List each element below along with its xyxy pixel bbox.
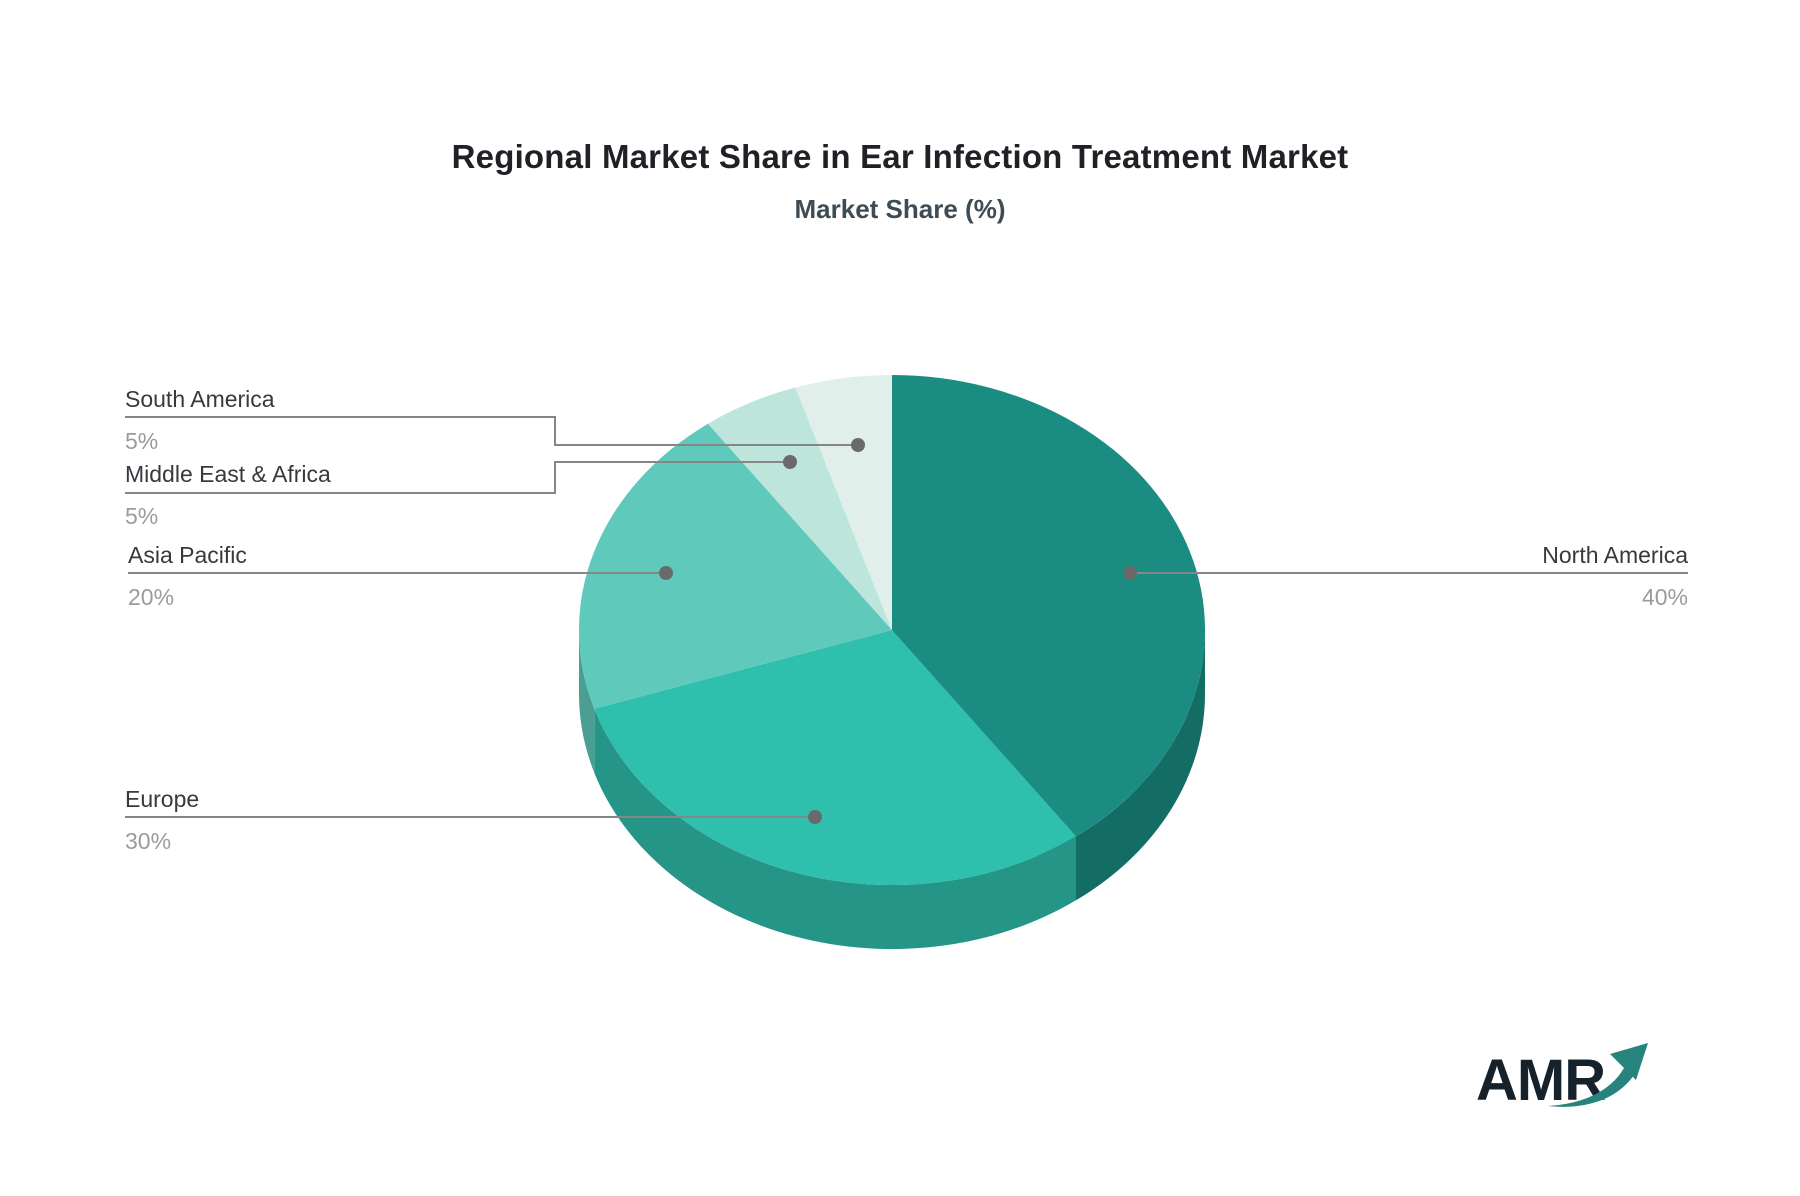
callout-label: South America	[125, 386, 275, 412]
callout-label: Middle East & Africa	[125, 461, 331, 487]
pie-slice-middle-east-africa[interactable]	[708, 387, 892, 631]
pie-slice-south-america[interactable]	[795, 375, 892, 630]
pie-slice-asia-pacific[interactable]	[578, 423, 892, 709]
callout-value: 5%	[125, 503, 159, 529]
callout-middle-east-africa: Middle East & Africa 5%	[125, 461, 331, 530]
callout-value: 5%	[125, 428, 159, 454]
callout-value: 40%	[1641, 584, 1688, 610]
callout-connector-dot	[783, 455, 797, 469]
amr-logo-arrow-head	[1610, 1043, 1648, 1080]
callout-label: Europe	[125, 786, 200, 812]
callout-value: 30%	[125, 828, 172, 854]
callout-europe: Europe 30%	[125, 786, 199, 855]
amr-logo-arrow-tail	[1548, 1068, 1634, 1107]
callout-south-america: South America 5%	[125, 386, 275, 455]
callout-connector-line	[125, 461, 790, 494]
callout-label: Asia Pacific	[128, 542, 247, 568]
callout-asia-pacific: Asia Pacific 20%	[128, 542, 247, 611]
amr-logo: AMR	[1476, 1043, 1648, 1113]
callout-value: 20%	[128, 584, 175, 610]
pie-slice-north-america[interactable]	[892, 375, 1206, 837]
callout-connector-dot	[808, 810, 822, 824]
callout-north-america: North America 40%	[1542, 542, 1688, 611]
callout-connector-dot	[1123, 566, 1137, 580]
pie-slice-europe[interactable]	[594, 630, 1076, 886]
pie-slice-rim-wall	[579, 630, 595, 773]
callout-connector-dot	[659, 566, 673, 580]
callout-label: North America	[1542, 542, 1688, 568]
chart-subtitle: Market Share (%)	[794, 194, 1006, 224]
pie-slice-rim-wall	[594, 708, 1076, 950]
pie-slice-rim-wall	[1076, 630, 1205, 901]
callout-connector-dot	[851, 438, 865, 452]
callout-connector-line	[125, 416, 858, 446]
chart-title: Regional Market Share in Ear Infection T…	[451, 138, 1349, 175]
